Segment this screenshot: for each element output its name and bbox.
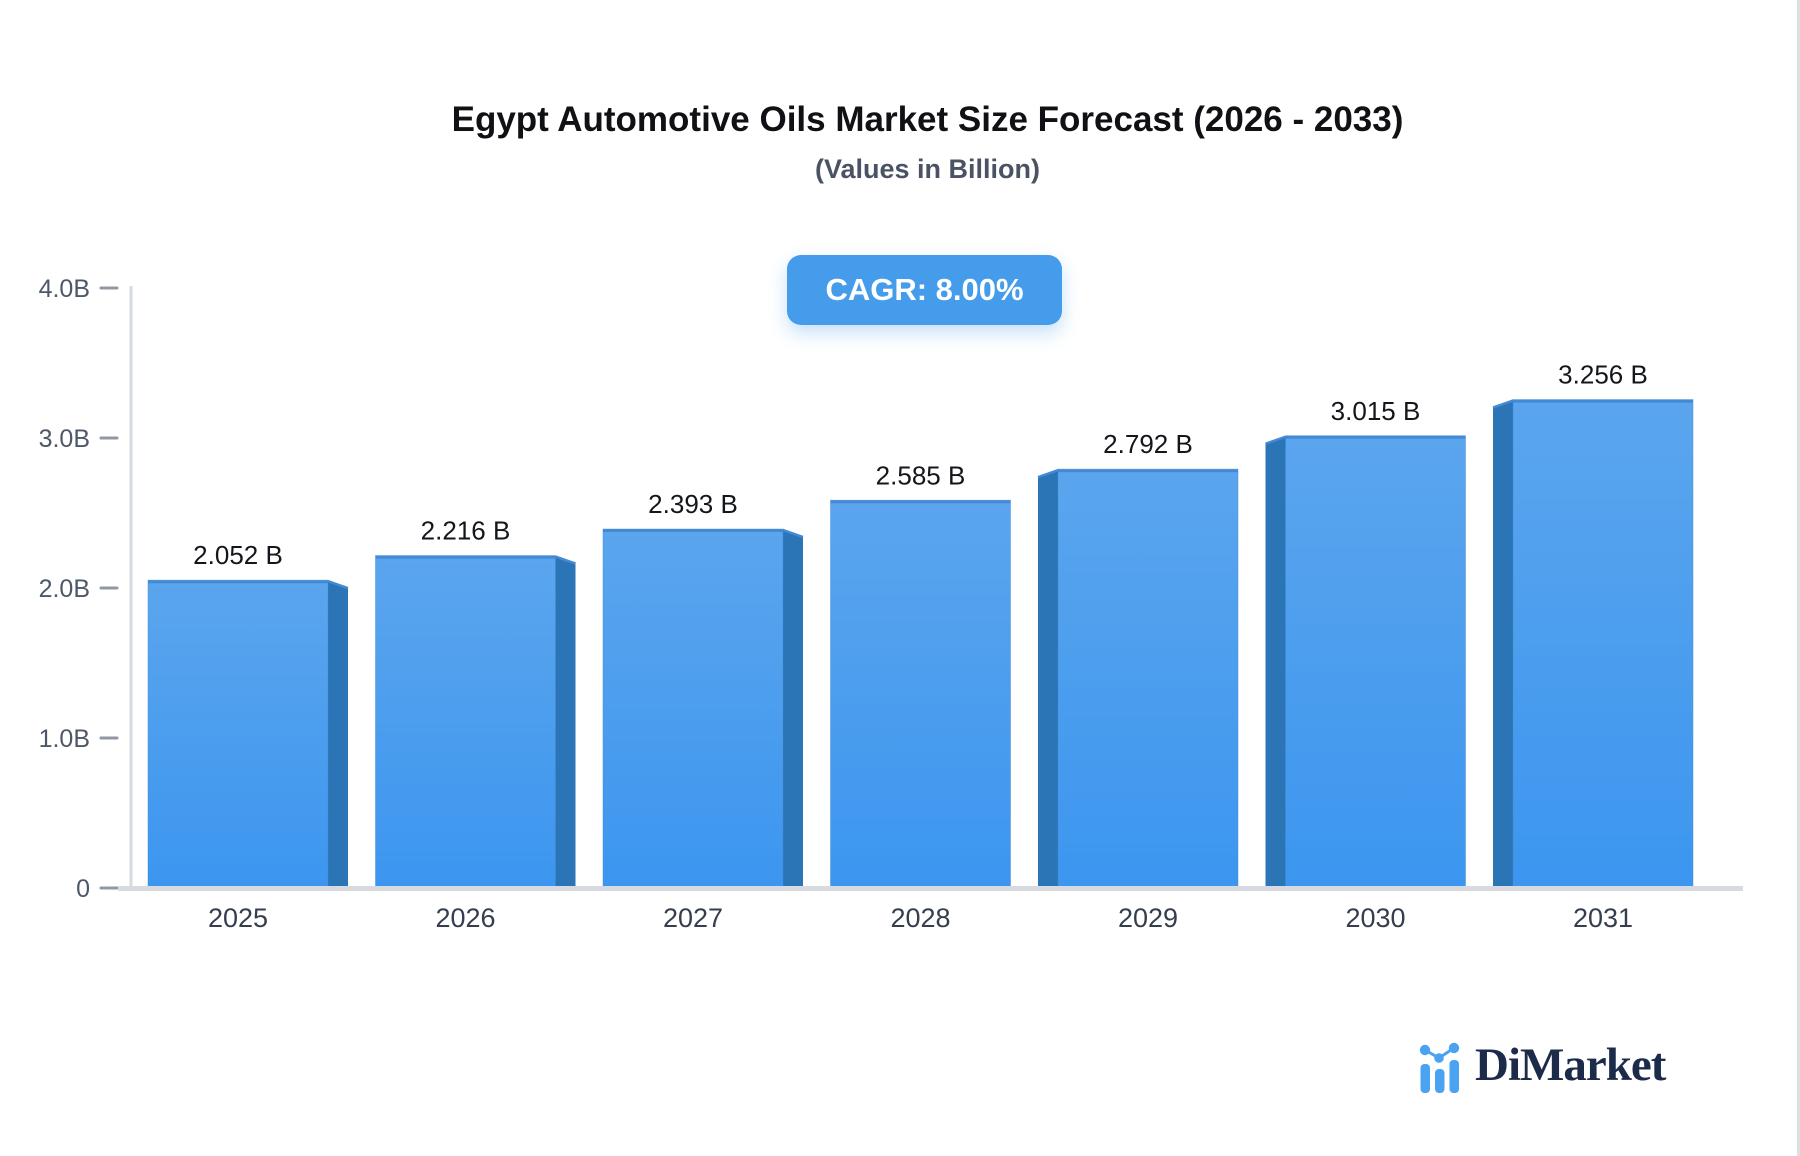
- bar-value-label: 2.393 B: [648, 489, 738, 519]
- y-tick-label: 3.0B: [39, 425, 90, 453]
- bar-line-chart-icon: [1419, 1042, 1460, 1093]
- cagr-badge: CAGR: 8.00%: [787, 255, 1062, 325]
- x-tick-label: 2028: [890, 903, 950, 933]
- bar-value-label: 2.585 B: [876, 460, 966, 490]
- bar-face: [1512, 399, 1694, 889]
- bar-bevel-edge: [327, 580, 349, 590]
- bar-value-label: 2.792 B: [1103, 429, 1193, 459]
- logo-text: DiMarket: [1475, 1039, 1666, 1091]
- bar-value-label: 2.052 B: [193, 540, 283, 570]
- bar-face: [147, 579, 329, 889]
- bar-value-label: 3.256 B: [1558, 360, 1648, 390]
- bar-value-label: 2.216 B: [421, 516, 511, 546]
- bar-face: [375, 555, 556, 889]
- bar-bevel-edge: [1492, 399, 1514, 409]
- y-tick-label: 2.0B: [39, 575, 90, 603]
- bar-value-label: 3.015 B: [1331, 396, 1421, 426]
- x-tick-label: 2027: [663, 903, 723, 933]
- y-tick-label: 4.0B: [39, 275, 90, 303]
- bar-face: [1285, 435, 1466, 889]
- y-tick-label: 1.0B: [39, 725, 90, 753]
- x-tick-label: 2031: [1573, 903, 1633, 933]
- y-tick-label: 0: [76, 875, 90, 903]
- bar-face: [602, 528, 784, 889]
- bar-side: [783, 529, 803, 888]
- bar-side: [1265, 435, 1286, 888]
- bar-group-2026: 2.216 B: [375, 516, 576, 889]
- bar-group-2028: 2.585 B: [830, 460, 1011, 889]
- x-tick-label: 2030: [1345, 903, 1405, 933]
- bar-group-2027: 2.393 B: [602, 489, 804, 889]
- bar-face: [830, 499, 1011, 889]
- x-tick-label: 2025: [208, 903, 268, 933]
- bar-bevel-edge: [1265, 435, 1286, 445]
- x-tick-label: 2026: [435, 903, 495, 933]
- bar-group-2031: 3.256 B: [1492, 360, 1694, 889]
- bar-face: [1057, 468, 1239, 889]
- bar-side: [1493, 399, 1513, 888]
- bar-bevel-edge: [782, 528, 804, 539]
- bar-group-2030: 3.015 B: [1265, 396, 1466, 889]
- x-tick-label: 2029: [1118, 903, 1178, 933]
- bar-side: [328, 580, 348, 888]
- bar-group-2029: 2.792 B: [1037, 429, 1239, 889]
- bar-bevel-edge: [1037, 469, 1059, 479]
- bar-side: [1038, 469, 1058, 888]
- dimarket-logo: DiMarket: [1418, 1032, 1666, 1098]
- bar-bevel-edge: [555, 555, 576, 565]
- bar-side: [555, 555, 576, 888]
- bar-group-2025: 2.052 B: [147, 540, 349, 889]
